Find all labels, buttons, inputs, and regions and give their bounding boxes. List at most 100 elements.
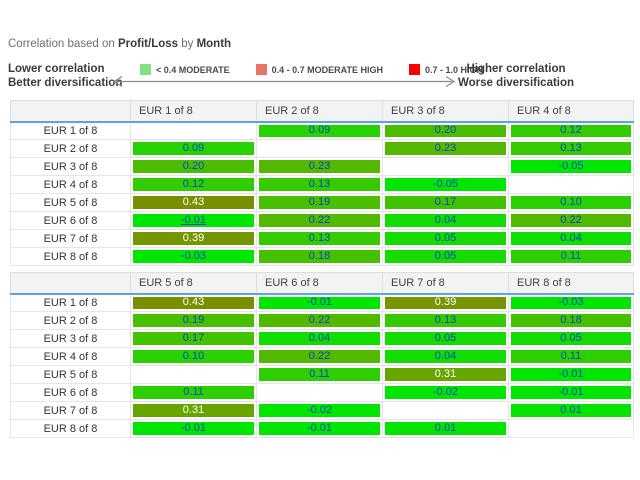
correlation-cell[interactable]: 0.39 — [382, 293, 509, 312]
legend-label: < 0.4 MODERATE — [156, 64, 230, 75]
correlation-cell[interactable]: 0.23 — [256, 157, 383, 176]
report-title: Correlation based on Profit/Loss by Mont… — [8, 38, 231, 50]
correlation-cell[interactable]: 0.22 — [508, 211, 634, 230]
correlation-cell[interactable]: 0.04 — [508, 229, 634, 248]
correlation-cell[interactable]: 0.43 — [130, 293, 257, 312]
correlation-cell[interactable]: -0.05 — [508, 157, 634, 176]
diagonal-empty-cell — [508, 175, 634, 194]
correlation-cell[interactable]: 0.18 — [508, 311, 634, 330]
correlation-cell[interactable]: 0.19 — [256, 193, 383, 212]
correlation-cell[interactable]: 0.13 — [508, 139, 634, 158]
legend-swatch-high — [408, 64, 420, 75]
correlation-cell[interactable]: 0.43 — [130, 193, 257, 212]
table-row: EUR 6 of 8 0.11 -0.02 -0.01 — [10, 383, 634, 402]
correlation-cell[interactable]: 0.05 — [382, 247, 509, 266]
correlation-cell[interactable]: 0.18 — [256, 247, 383, 266]
correlation-cell[interactable]: 0.20 — [382, 121, 509, 140]
lower-correlation-line2: Better diversification — [8, 77, 123, 89]
column-header: EUR 3 of 8 — [382, 100, 509, 123]
legend-label: 0.4 - 0.7 MODERATE HIGH — [271, 64, 383, 75]
column-header: EUR 8 of 8 — [508, 272, 634, 295]
correlation-cell[interactable]: -0.01 — [130, 211, 257, 230]
correlation-cell[interactable]: -0.05 — [382, 175, 509, 194]
correlation-cell[interactable]: -0.01 — [130, 419, 257, 438]
correlation-table-1: EUR 1 of 8 EUR 2 of 8 EUR 3 of 8 EUR 4 of 8… — [10, 100, 634, 266]
correlation-cell[interactable]: 0.11 — [508, 347, 634, 366]
corner-cell — [10, 272, 131, 295]
correlation-cell[interactable]: 0.13 — [256, 175, 383, 194]
correlation-cell[interactable]: 0.04 — [382, 347, 509, 366]
correlation-cell[interactable]: 0.05 — [382, 329, 509, 348]
row-label: EUR 8 of 8 — [10, 419, 131, 438]
correlation-cell[interactable]: 0.05 — [508, 329, 634, 348]
correlation-cell[interactable]: 0.12 — [130, 175, 257, 194]
correlation-cell[interactable]: -0.02 — [256, 401, 383, 420]
correlation-cell[interactable]: 0.12 — [508, 121, 634, 140]
correlation-cell[interactable]: -0.01 — [256, 293, 383, 312]
diagonal-empty-cell — [508, 419, 634, 438]
row-label: EUR 8 of 8 — [10, 247, 131, 266]
table-row: EUR 5 of 8 0.11 0.31 -0.01 — [10, 365, 634, 384]
table-row: EUR 2 of 8 0.19 0.22 0.13 0.18 — [10, 311, 634, 330]
table-row: EUR 8 of 8 -0.03 0.18 0.05 0.11 — [10, 247, 634, 266]
correlation-cell[interactable]: 0.10 — [130, 347, 257, 366]
table-row: EUR 4 of 8 0.10 0.22 0.04 0.11 — [10, 347, 634, 366]
row-label: EUR 4 of 8 — [10, 347, 131, 366]
row-label: EUR 1 of 8 — [10, 293, 131, 312]
correlation-cell[interactable]: -0.03 — [508, 293, 634, 312]
row-label: EUR 2 of 8 — [10, 311, 131, 330]
diagonal-empty-cell — [382, 157, 509, 176]
correlation-cell[interactable]: 0.10 — [508, 193, 634, 212]
correlation-cell[interactable]: 0.11 — [130, 383, 257, 402]
column-header: EUR 5 of 8 — [130, 272, 257, 295]
title-prefix: Correlation based on — [8, 38, 118, 50]
legend-swatch-moderate — [140, 64, 151, 75]
title-period: Month — [196, 38, 232, 50]
column-header: EUR 4 of 8 — [508, 100, 634, 123]
correlation-cell[interactable]: 0.05 — [382, 229, 509, 248]
correlation-cell[interactable]: -0.01 — [256, 419, 383, 438]
correlation-cell[interactable]: 0.17 — [382, 193, 509, 212]
correlation-cell[interactable]: 0.13 — [382, 311, 509, 330]
correlation-cell[interactable]: -0.02 — [382, 383, 509, 402]
table-row: EUR 2 of 8 0.09 0.23 0.13 — [10, 139, 634, 158]
correlation-cell[interactable]: 0.31 — [382, 365, 509, 384]
correlation-cell[interactable]: 0.01 — [508, 401, 634, 420]
table-row: EUR 3 of 8 0.17 0.04 0.05 0.05 — [10, 329, 634, 348]
correlation-cell[interactable]: 0.04 — [256, 329, 383, 348]
correlation-cell[interactable]: 0.01 — [382, 419, 509, 438]
table-row: EUR 1 of 8 0.43 -0.01 0.39 -0.03 — [10, 293, 634, 312]
correlation-cell[interactable]: 0.23 — [382, 139, 509, 158]
higher-correlation-line2: Worse diversification — [457, 77, 575, 89]
correlation-cell[interactable]: 0.09 — [130, 139, 257, 158]
correlation-cell[interactable]: 0.17 — [130, 329, 257, 348]
correlation-cell[interactable]: -0.03 — [130, 247, 257, 266]
correlation-cell[interactable]: 0.39 — [130, 229, 257, 248]
correlation-cell[interactable]: 0.09 — [256, 121, 383, 140]
correlation-cell[interactable]: 0.13 — [256, 229, 383, 248]
correlation-cell[interactable]: 0.22 — [256, 347, 383, 366]
correlation-cell[interactable]: 0.20 — [130, 157, 257, 176]
correlation-cell[interactable]: -0.01 — [508, 383, 634, 402]
correlation-cell[interactable]: 0.22 — [256, 311, 383, 330]
correlation-cell[interactable]: 0.11 — [256, 365, 383, 384]
diagonal-empty-cell — [256, 383, 383, 402]
legend-label: 0.7 - 1.0 HIGH — [424, 64, 483, 75]
table-row: EUR 5 of 8 0.43 0.19 0.17 0.10 — [10, 193, 634, 212]
table-row: EUR 3 of 8 0.20 0.23 -0.05 — [10, 157, 634, 176]
row-label: EUR 4 of 8 — [10, 175, 131, 194]
correlation-cell[interactable]: 0.04 — [382, 211, 509, 230]
correlation-cell[interactable]: 0.22 — [256, 211, 383, 230]
header-row: EUR 5 of 8 EUR 6 of 8 EUR 7 of 8 EUR 8 of 8 — [10, 272, 634, 295]
legend-item-moderate-high: 0.4 - 0.7 MODERATE HIGH — [255, 64, 383, 75]
lower-correlation-label: Lower correlation Better diversification — [8, 62, 122, 90]
row-label: EUR 7 of 8 — [10, 229, 131, 248]
correlation-cell[interactable]: -0.01 — [508, 365, 634, 384]
row-label: EUR 2 of 8 — [10, 139, 131, 158]
correlation-cell[interactable]: 0.19 — [130, 311, 257, 330]
title-metric: Profit/Loss — [117, 38, 179, 50]
legend-swatch-moderate-high — [255, 64, 267, 75]
correlation-cell[interactable]: 0.11 — [508, 247, 634, 266]
correlation-cell[interactable]: 0.31 — [130, 401, 257, 420]
